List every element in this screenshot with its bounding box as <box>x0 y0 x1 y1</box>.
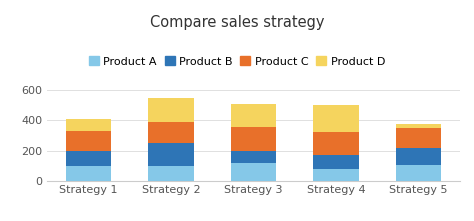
Bar <box>313 155 359 169</box>
Bar <box>148 143 194 166</box>
Bar <box>148 98 194 122</box>
Bar <box>231 151 276 163</box>
Bar <box>396 124 441 128</box>
Bar <box>148 122 194 143</box>
Bar <box>66 151 111 166</box>
Bar <box>313 105 359 132</box>
Bar <box>231 163 276 181</box>
Bar <box>396 148 441 164</box>
Bar <box>396 164 441 181</box>
Bar <box>66 119 111 131</box>
Bar <box>313 169 359 181</box>
Bar <box>148 166 194 181</box>
Text: Compare sales strategy: Compare sales strategy <box>150 15 324 30</box>
Bar <box>313 132 359 155</box>
Legend: Product A, Product B, Product C, Product D: Product A, Product B, Product C, Product… <box>87 54 387 69</box>
Bar <box>396 128 441 148</box>
Bar <box>66 131 111 151</box>
Bar <box>231 127 276 151</box>
Bar <box>231 105 276 127</box>
Bar <box>66 166 111 181</box>
